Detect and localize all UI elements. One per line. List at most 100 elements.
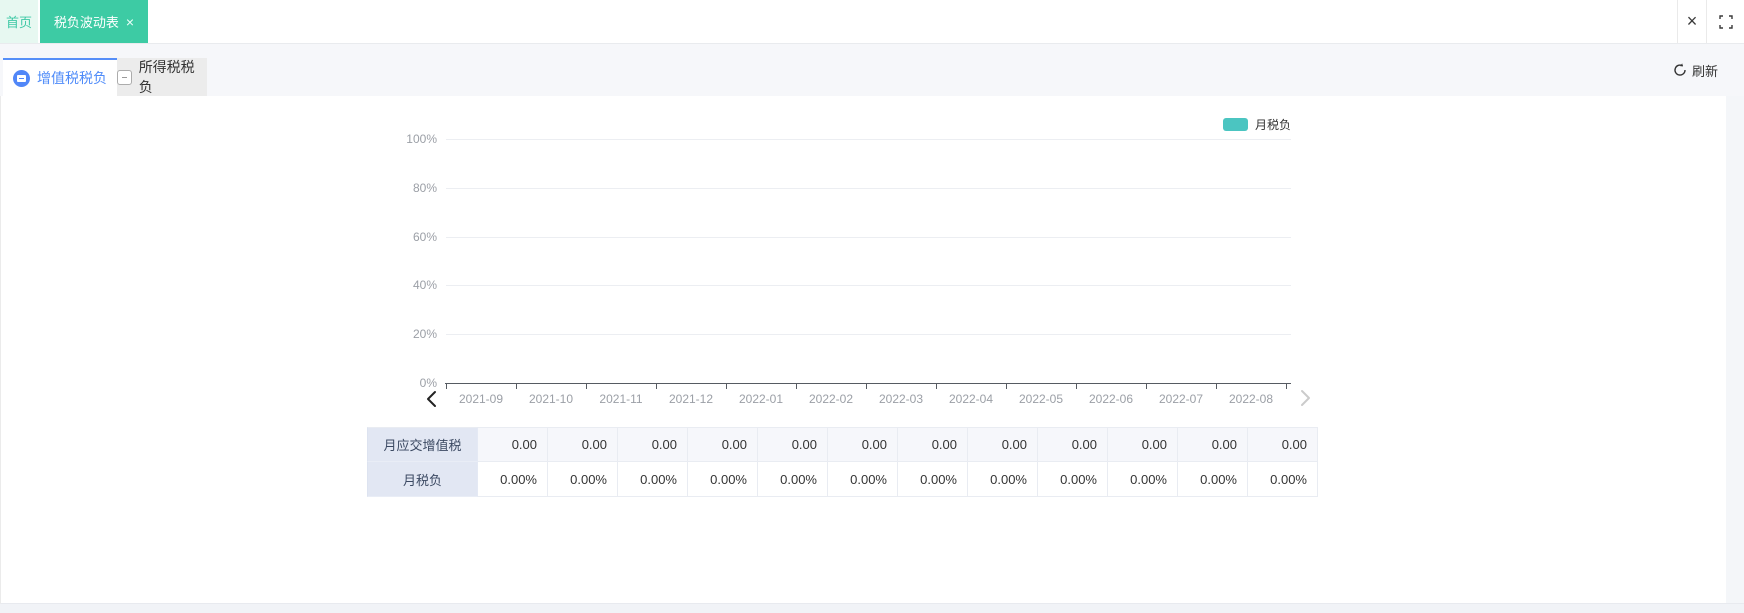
window-controls: × <box>1677 0 1744 43</box>
refresh-label: 刷新 <box>1691 63 1718 79</box>
x-axis-tick <box>866 383 867 389</box>
x-axis-label: 2022-02 <box>808 392 854 406</box>
content-panel: 0% 20% 40% 60% 80% 100% 2021-09 2021-10 2021-11 2… <box>0 96 1744 604</box>
x-axis-tick <box>1146 383 1147 389</box>
x-axis-tick <box>516 383 517 389</box>
x-axis-tick <box>446 383 447 389</box>
table-cell: 0.00 <box>1038 427 1108 462</box>
divider <box>1706 0 1707 43</box>
table-cell: 0.00 <box>758 427 828 462</box>
tab-home[interactable]: 首页 <box>0 0 38 43</box>
y-axis-label: 0% <box>419 376 437 390</box>
y-axis-label: 20% <box>412 327 437 342</box>
table-cell: 0.00 <box>618 427 688 462</box>
close-icon: × <box>1686 11 1698 31</box>
y-axis-label: 60% <box>412 229 437 244</box>
fullscreen-icon <box>1718 14 1733 29</box>
x-axis-label: 2021-12 <box>668 392 714 406</box>
table-cell: 0.00% <box>1178 462 1248 497</box>
table-cell: 0.00 <box>548 427 618 462</box>
chart-prev-arrow[interactable] <box>421 389 441 409</box>
table-cell: 0.00% <box>758 462 828 497</box>
chart-layer: 0% 20% 40% 60% 80% 100% 2021-09 2021-10 2021-11 2… <box>1 96 1744 603</box>
table-cell: 0.00% <box>688 462 758 497</box>
divider <box>1677 0 1678 43</box>
subtabs: 增值税税负 所得税税负 <box>3 58 207 96</box>
x-axis-label: 2022-05 <box>1018 392 1064 406</box>
tab-vat-burden[interactable]: 增值税税负 <box>3 58 117 96</box>
gridline <box>446 187 1291 189</box>
income-cert-icon <box>117 69 132 85</box>
x-axis-tick <box>1076 383 1077 389</box>
table-cell: 0.00 <box>478 427 548 462</box>
x-axis-tick <box>936 383 937 389</box>
summary-table: 月应交增值税 0.00 0.00 0.00 0.00 0.00 0.00 0.00 0.00 0.… <box>367 427 1318 497</box>
x-axis-label: 2022-03 <box>878 392 924 406</box>
tab-tax-fluctuation[interactable]: 税负波动表 × <box>40 0 148 43</box>
x-axis-label: 2022-04 <box>948 392 994 406</box>
tab-income-tax-burden-label: 所得税税负 <box>138 59 195 95</box>
x-axis-tick <box>1006 383 1007 389</box>
fullscreen-button[interactable] <box>1707 0 1744 43</box>
gridline <box>446 236 1291 238</box>
x-axis-line <box>445 383 1291 384</box>
x-axis-label: 2022-01 <box>738 392 784 406</box>
y-axis-label: 100% <box>406 132 437 146</box>
x-axis-tick <box>656 383 657 389</box>
vertical-scrollbar[interactable] <box>1726 96 1744 603</box>
table-row-label: 月税负 <box>367 462 478 497</box>
gridline <box>446 139 1291 140</box>
chart-next-arrow[interactable] <box>1295 388 1315 408</box>
x-axis-label: 2022-06 <box>1088 392 1134 406</box>
refresh-button[interactable]: 刷新 <box>1673 44 1718 96</box>
close-button[interactable]: × <box>1678 0 1706 43</box>
tab-home-label: 首页 <box>5 15 32 30</box>
table-cell: 0.00 <box>1108 427 1178 462</box>
x-axis-label: 2022-08 <box>1228 392 1274 406</box>
chevron-left-icon <box>426 391 436 407</box>
chevron-right-icon <box>1300 390 1310 406</box>
x-axis-tick <box>796 383 797 389</box>
table-cell: 0.00 <box>1178 427 1248 462</box>
table-cell: 0.00% <box>478 462 548 497</box>
table-row-label: 月应交增值税 <box>367 427 478 462</box>
table-cell: 0.00% <box>898 462 968 497</box>
gridline <box>446 334 1291 336</box>
table-cell: 0.00% <box>618 462 688 497</box>
table-cell: 0.00% <box>548 462 618 497</box>
window-tabbar: 首页 税负波动表 × × <box>0 0 1744 44</box>
table-cell: 0.00% <box>1038 462 1108 497</box>
tab-close-icon[interactable]: × <box>125 13 135 30</box>
table-cell: 0.00 <box>828 427 898 462</box>
legend-item-monthly-tax-burden[interactable]: 月税负 <box>1223 116 1291 133</box>
x-axis-label: 2021-09 <box>458 392 504 406</box>
legend-swatch <box>1223 118 1248 131</box>
y-axis-label: 80% <box>412 180 437 195</box>
table-cell: 0.00% <box>968 462 1038 497</box>
x-axis-label: 2021-11 <box>599 392 643 406</box>
page-bottom-strip <box>0 604 1744 613</box>
table-cell: 0.00% <box>828 462 898 497</box>
x-axis-tick <box>1216 383 1217 389</box>
tab-active-label: 税负波动表 <box>53 15 119 30</box>
vat-cert-icon <box>13 69 30 87</box>
x-axis-tick <box>726 383 727 389</box>
table-cell: 0.00 <box>968 427 1038 462</box>
table-cell: 0.00 <box>1248 427 1318 462</box>
tab-vat-burden-label: 增值税税负 <box>37 70 107 86</box>
refresh-icon <box>1674 63 1686 76</box>
x-axis-tick <box>1286 383 1287 389</box>
x-axis-label: 2022-07 <box>1158 392 1204 406</box>
table-cell: 0.00 <box>898 427 968 462</box>
table-cell: 0.00% <box>1108 462 1178 497</box>
gridline <box>446 285 1291 287</box>
y-axis-label: 40% <box>412 278 437 293</box>
table-cell: 0.00 <box>688 427 758 462</box>
legend-label: 月税负 <box>1255 118 1292 132</box>
table-cell: 0.00% <box>1248 462 1318 497</box>
x-axis-tick <box>586 383 587 389</box>
toolbar: 增值税税负 所得税税负 刷新 <box>0 44 1744 96</box>
tab-income-tax-burden[interactable]: 所得税税负 <box>117 58 207 96</box>
x-axis-label: 2021-10 <box>528 392 574 406</box>
